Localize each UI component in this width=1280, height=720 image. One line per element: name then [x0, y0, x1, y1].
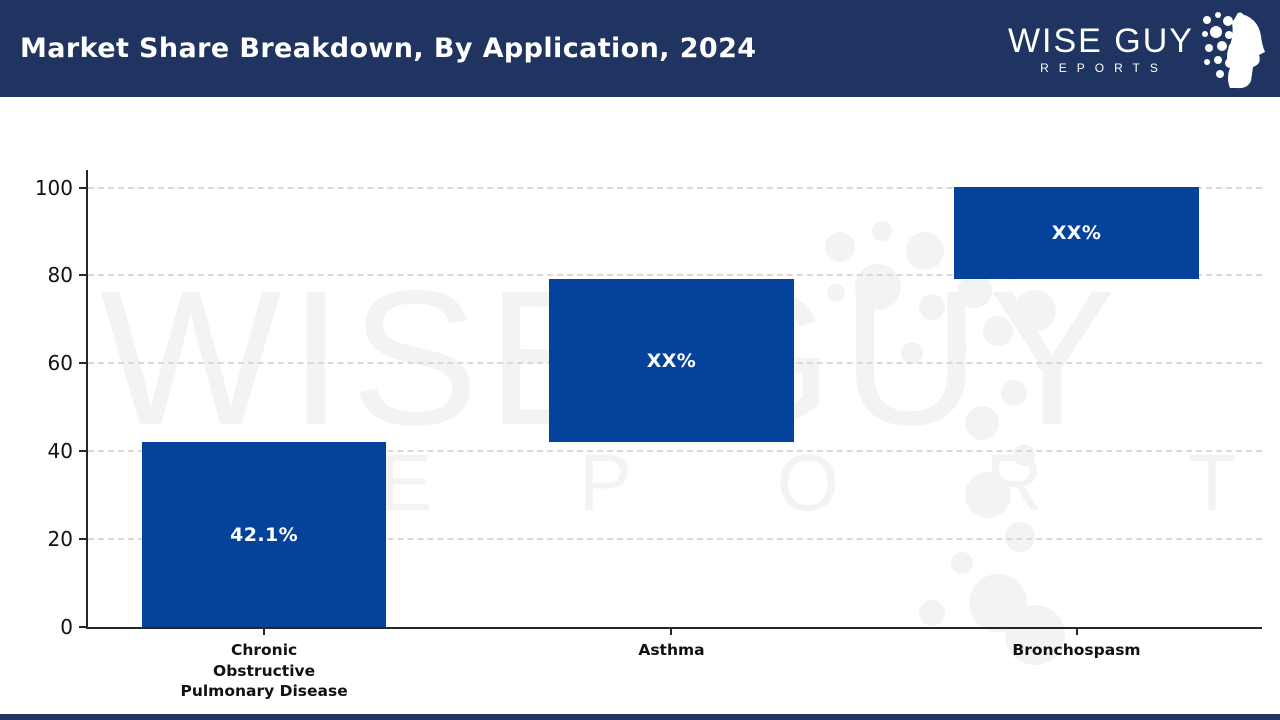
y-tick-label: 100	[34, 175, 73, 200]
bar-segment: XX%	[954, 187, 1199, 280]
y-tick	[79, 626, 86, 628]
wiseguy-logo-subtitle: REPORTS	[1040, 60, 1168, 75]
y-tick-label: 60	[47, 351, 73, 376]
x-tick	[263, 629, 266, 635]
wiseguy-logo: WISE GUY REPORTS	[1008, 10, 1266, 90]
wiseguy-head-icon	[1202, 11, 1265, 88]
gridline	[88, 274, 1262, 277]
chart-area: WISE GUY R E P O R T S 020	[0, 97, 1280, 714]
wiseguy-logo-text: WISE GUY REPORTS	[1007, 22, 1194, 75]
gridline	[88, 186, 1262, 189]
x-category-label: Asthma	[638, 641, 705, 659]
x-category-label: Chronic Obstructive Pulmonary Disease	[180, 641, 348, 701]
plot-area: 0 20 40 60 80 100 42.1% Chronic Obstructive Pul…	[35, 170, 1262, 700]
x-tick	[1075, 629, 1078, 635]
y-tick	[79, 538, 86, 541]
y-tick	[79, 274, 86, 277]
y-tick	[79, 186, 86, 189]
y-tick-label: 80	[47, 263, 73, 288]
y-tick-label: 20	[47, 527, 73, 552]
x-axis-line	[86, 627, 1262, 629]
y-tick	[79, 450, 86, 453]
x-category-label: Bronchospasm	[1012, 641, 1141, 659]
chart-title: Market Share Breakdown, By Application, …	[20, 33, 757, 64]
bar-segment: XX%	[549, 279, 794, 443]
y-axis-line	[86, 170, 88, 629]
bar-value-label: XX%	[1051, 222, 1102, 245]
y-tick-label: 0	[60, 615, 73, 639]
y-tick	[79, 362, 86, 365]
bar-value-label: XX%	[646, 349, 697, 372]
bar-segment: 42.1%	[142, 442, 387, 627]
y-tick-label: 40	[47, 439, 73, 464]
wiseguy-logo-wordmark: WISE GUY	[1007, 22, 1194, 61]
footer-bar	[0, 714, 1280, 720]
header: Market Share Breakdown, By Application, …	[0, 0, 1280, 97]
x-tick	[670, 629, 673, 635]
gridline	[88, 450, 1262, 453]
gridline	[88, 538, 1262, 541]
bar-value-label: 42.1%	[230, 523, 299, 546]
